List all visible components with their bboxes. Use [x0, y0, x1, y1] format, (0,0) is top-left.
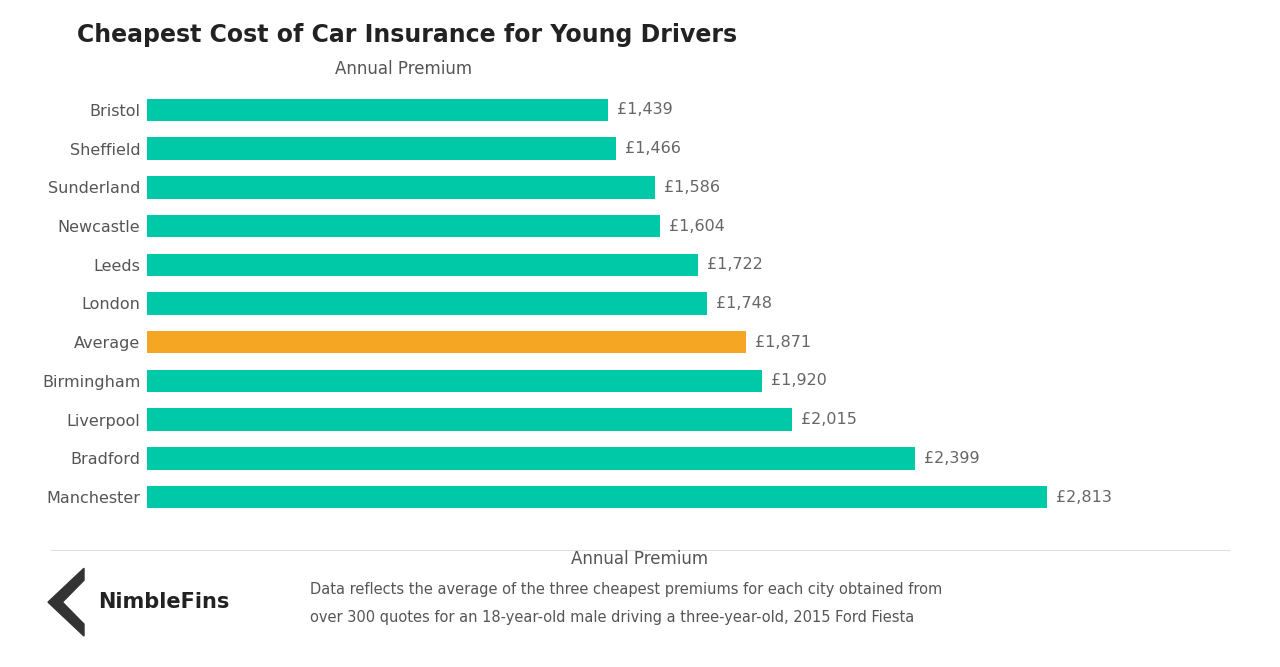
Text: Data reflects the average of the three cheapest premiums for each city obtained : Data reflects the average of the three c… — [310, 582, 942, 597]
Bar — [147, 253, 699, 276]
Text: £2,399: £2,399 — [924, 451, 979, 466]
Bar — [147, 408, 792, 431]
Text: £2,813: £2,813 — [1056, 490, 1112, 504]
Bar — [147, 176, 655, 199]
Bar — [147, 99, 608, 121]
Bar — [147, 292, 707, 315]
Text: £1,920: £1,920 — [771, 374, 827, 388]
Text: £1,871: £1,871 — [755, 335, 812, 350]
Text: Cheapest Cost of Car Insurance for Young Drivers: Cheapest Cost of Car Insurance for Young… — [77, 23, 737, 47]
Bar — [147, 215, 660, 237]
Text: over 300 quotes for an 18-year-old male driving a three-year-old, 2015 Ford Fies: over 300 quotes for an 18-year-old male … — [310, 610, 914, 624]
Text: £1,439: £1,439 — [617, 103, 672, 117]
Bar — [147, 331, 746, 354]
Bar — [147, 137, 617, 160]
Text: Annual Premium: Annual Premium — [571, 550, 709, 568]
Bar — [147, 447, 915, 470]
Text: NimbleFins: NimbleFins — [99, 592, 229, 612]
Text: £1,604: £1,604 — [669, 219, 726, 233]
Text: £1,722: £1,722 — [708, 257, 763, 272]
Polygon shape — [49, 568, 84, 636]
Text: Annual Premium: Annual Premium — [334, 59, 472, 77]
Text: £1,748: £1,748 — [716, 296, 772, 311]
Text: £1,586: £1,586 — [664, 180, 719, 195]
Bar — [147, 486, 1047, 508]
Bar — [147, 370, 762, 392]
Text: £2,015: £2,015 — [801, 412, 856, 427]
Text: £1,466: £1,466 — [625, 141, 681, 156]
